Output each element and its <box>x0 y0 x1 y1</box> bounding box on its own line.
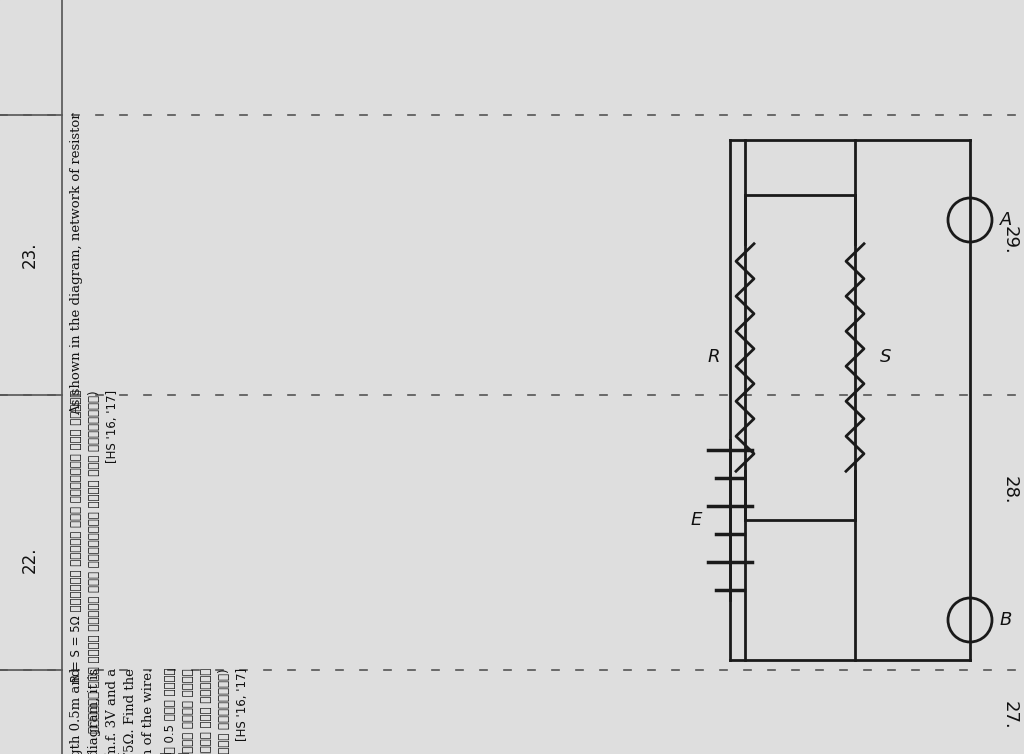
Text: 22.: 22. <box>22 547 39 573</box>
Text: A: A <box>1000 211 1013 229</box>
Text: How is the changing electric field between: How is the changing electric field betwe… <box>80 752 93 754</box>
Text: 23.  A potentiometer wire AB has a length 0.5m and: 23. A potentiometer wire AB has a length… <box>70 668 83 754</box>
Text: the plates of a parallel plate capacitor during its: the plates of a parallel plate capacitor… <box>98 752 111 754</box>
Text: resistance 0.5Ω. As shown in the diagram, it is: resistance 0.5Ω. As shown in the diagram… <box>88 668 101 754</box>
Text: connected with a cell of e.m.f. 3V and a: connected with a cell of e.m.f. 3V and a <box>106 668 119 754</box>
Text: charging, related to the idea of displacement: charging, related to the idea of displac… <box>116 752 129 754</box>
Text: combination of resistance R = S = 5Ω. Find the: combination of resistance R = S = 5Ω. Fi… <box>124 668 137 754</box>
Text: [HS '16, '17]: [HS '16, '17] <box>236 668 249 741</box>
Text: (সমান্তরাল ফলি ধারক এটার আহিতক্রবণর সমযত: (সমান্তরাল ফলি ধারক এটার আহিতক্রবণর সমযত <box>160 752 173 754</box>
Text: 23.: 23. <box>22 242 39 268</box>
Text: 27.: 27. <box>1001 700 1019 729</box>
Text: [HS '16, '17]: [HS '16, '17] <box>106 390 119 463</box>
Text: R = S = 5Ω বোধকবর সংজোব লগত সংযুক্ত করা হেছে।: R = S = 5Ω বোধকবর সংজোব লগত সংযুক্ত করা … <box>70 390 83 682</box>
Text: B: B <box>1000 611 1013 629</box>
Text: এতিয়া তার ডালব প্রতি একক দের্ঘ্যত বিভব পতন দিলিওড়া।): এতিয়া তার ডালব প্রতি একক দের্ঘ্যত বিভব … <box>88 390 101 733</box>
Text: As shown in the diagram, network of resistor: As shown in the diagram, network of resi… <box>70 112 83 415</box>
Text: 29.: 29. <box>1001 225 1019 254</box>
Text: E: E <box>690 511 702 529</box>
Text: R: R <box>708 348 720 366</box>
Text: অপসরণ ধ্রবাহর ধারণার সেতে সংযুক্ত?) [HS '16, '17]: অপসরণ ধ্রবাহর ধারণার সেতে সংযুক্ত?) [HS … <box>196 752 209 754</box>
Text: current?: current? <box>134 752 147 754</box>
Text: বোধ 0.5 ইয়াক 3 ভোল্ট বিঃচালকবর্তুল: যুক্ত এটা কোয় আর্ক: বোধ 0.5 ইয়াক 3 ভোল্ট বিঃচালকবর্তুল: যুক… <box>182 668 195 754</box>
Text: ফলি দুষকনর মাজত থকা পরিবর্তী বেদ্যুতিক ক্ষেত্রন কেনদবে: ফলি দুষকনর মাজত থকা পরিবর্তী বেদ্যুতিক ক… <box>178 752 191 754</box>
Text: R = S = 5Ω বোধকবর সংজোব লগত সংযুক্ত করা হেছে।: R = S = 5Ω বোধকবর সংজোব লগত সংযুক্ত করা … <box>200 668 213 754</box>
Text: potential drop per unit length of the wire.: potential drop per unit length of the wi… <box>142 668 155 754</box>
Text: এতিয়া তার ডালব প্রতি একক দের্ঘ্যত বিভব পতন দিলিওড়া।): এতিয়া তার ডালব প্রতি একক দের্ঘ্যত বিভব … <box>218 668 231 754</box>
Text: S: S <box>880 348 891 366</box>
Text: (চিত্রানুযায়ী পোটেন্শিয়োমিটারব তার AB দের্ঘ্য 0.5 মিঃ আর্ক: (চিত্রানুযায়ী পোটেন্শিয়োমিটারব তার AB … <box>164 668 177 754</box>
Text: 28.: 28. <box>1001 476 1019 504</box>
